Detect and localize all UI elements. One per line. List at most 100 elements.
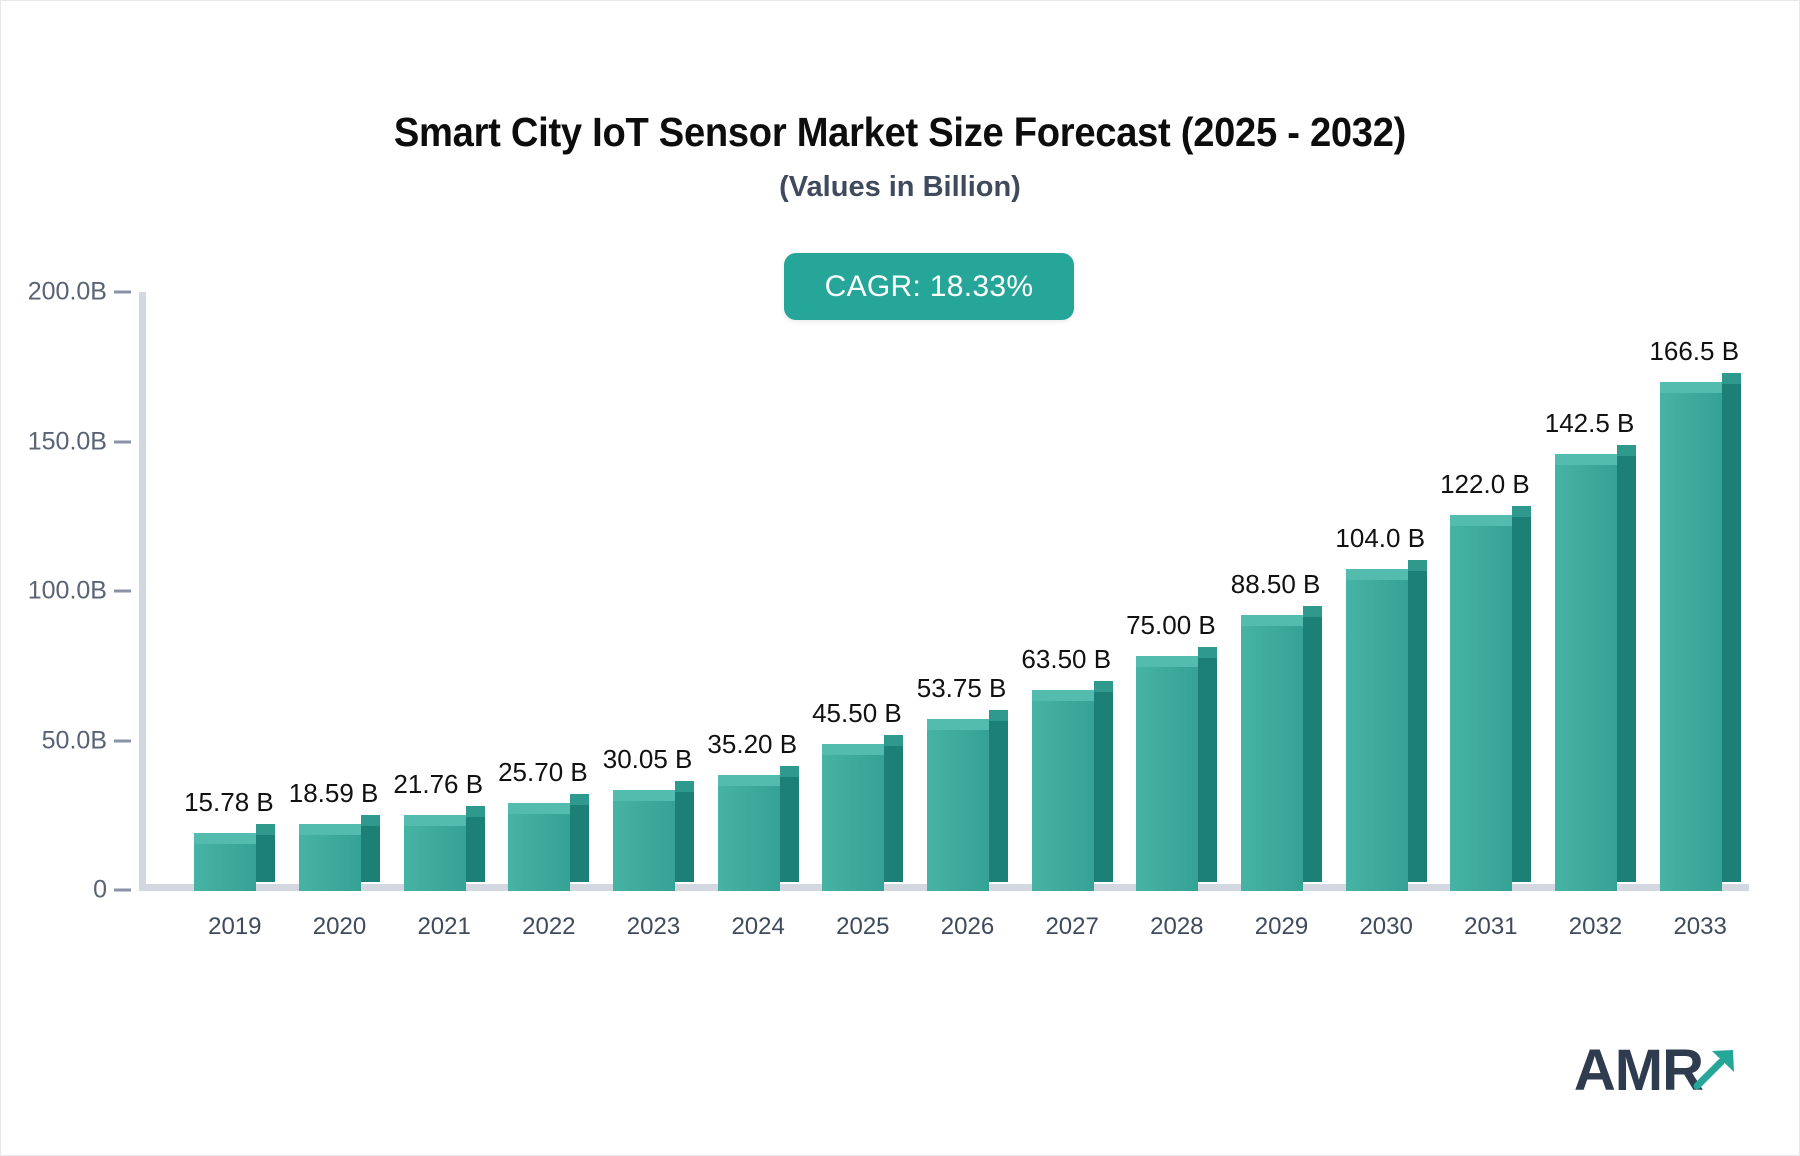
bar-top-face (1136, 655, 1199, 667)
x-axis-tick-label: 2025 (836, 913, 890, 940)
bar[interactable]: 63.50 B (1021, 644, 1113, 891)
bar-top-face (927, 719, 989, 731)
cagr-badge: CAGR: 18.33% (784, 253, 1074, 320)
bar-side-face (884, 745, 904, 882)
bar-top-side-face (570, 794, 590, 806)
y-axis-tick-label: 150.0B (27, 427, 107, 455)
bar[interactable]: 75.00 B (1126, 610, 1218, 891)
bar-front-face (508, 814, 571, 891)
bar-top-side-face (1303, 606, 1322, 618)
bar-side-face (1512, 517, 1532, 882)
bar-front-face (1345, 580, 1408, 891)
bar-top-face (822, 743, 885, 755)
bar-front-face (1450, 526, 1513, 891)
y-axis-tick (114, 290, 131, 294)
bar-value-label: 30.05 B (602, 744, 693, 775)
x-axis-tick-label: 2031 (1464, 913, 1518, 940)
bar-top-side-face (361, 815, 380, 827)
bar-top-face (1345, 569, 1408, 581)
bar-value-label: 122.0 B (1440, 469, 1530, 500)
bar[interactable]: 122.0 B (1440, 469, 1532, 891)
x-axis-tick-label: 2020 (312, 913, 367, 940)
bar-side-face (361, 826, 380, 882)
y-axis-tick-label: 0 (93, 875, 107, 904)
bar-side-face (256, 834, 276, 882)
bar-top-face (1241, 615, 1303, 627)
bar-top-face (508, 803, 571, 815)
bar[interactable]: 88.50 B (1231, 569, 1322, 891)
y-axis-line (139, 292, 146, 890)
bar-top-side-face (1512, 506, 1532, 518)
bar-front-face (613, 801, 675, 891)
bar-value-label: 35.20 B (707, 728, 798, 759)
bar[interactable]: 142.5 B (1545, 408, 1636, 891)
bar-top-side-face (1093, 681, 1113, 693)
bar-top-face (194, 832, 257, 844)
bar-front-face (194, 843, 257, 891)
x-axis-tick-label: 2028 (1150, 913, 1204, 940)
bar-value-label: 25.70 B (498, 757, 588, 788)
bar-top-side-face (779, 765, 799, 777)
y-axis-tick (114, 440, 131, 443)
bar-side-face (989, 721, 1008, 882)
y-axis-tick-label: 100.0B (27, 576, 107, 605)
x-axis-tick-label: 2021 (417, 913, 471, 940)
bar-front-face (822, 754, 885, 891)
bar-top-side-face (1617, 444, 1636, 456)
x-axis-tick-label: 2019 (208, 913, 262, 940)
bar[interactable]: 166.5 B (1649, 336, 1741, 891)
page-title: Smart City IoT Sensor Market Size Foreca… (393, 109, 1407, 155)
bar-front-face (1031, 701, 1094, 891)
x-axis-tick-label: 2029 (1254, 913, 1309, 940)
bar-side-face (1617, 455, 1636, 882)
bar[interactable]: 25.70 B (498, 757, 590, 891)
bar-value-label: 45.50 B (812, 697, 902, 728)
y-axis-tick-label: 200.0B (27, 277, 107, 306)
bar-front-face (1136, 666, 1199, 891)
x-axis-tick-label: 2030 (1359, 913, 1413, 940)
bar-top-side-face (256, 823, 276, 835)
bar[interactable]: 35.20 B (707, 729, 799, 891)
bar[interactable]: 18.59 B (289, 778, 380, 891)
bar-value-label: 63.50 B (1021, 644, 1112, 675)
bar-top-side-face (884, 734, 904, 746)
bar-side-face (675, 792, 694, 882)
bar-top-face (1031, 690, 1094, 702)
page-subtitle: (Values in Billion) (779, 171, 1021, 203)
bar-top-side-face (675, 781, 694, 793)
bar-front-face (1555, 464, 1617, 891)
bar-value-label: 21.76 B (393, 768, 484, 799)
x-axis-tick-label: 2026 (940, 913, 995, 940)
bar-top-face (1555, 453, 1617, 465)
bar-front-face (1659, 393, 1722, 891)
bar-side-face (1198, 657, 1218, 882)
bar-side-face (1721, 384, 1741, 882)
y-axis-tick (114, 589, 131, 593)
bar-side-face (779, 776, 799, 882)
bar-top-face (613, 790, 675, 802)
bar-front-face (1241, 626, 1303, 891)
bar[interactable]: 21.76 B (393, 769, 485, 891)
bar-value-label: 166.5 B (1649, 336, 1740, 367)
bar[interactable]: 104.0 B (1335, 523, 1427, 891)
bar-top-face (1450, 515, 1513, 527)
bar-top-side-face (1721, 373, 1741, 385)
cagr-badge-label: CAGR: 18.33% (824, 269, 1034, 303)
bar-top-face (717, 774, 780, 786)
x-axis-tick-label: 2032 (1568, 913, 1623, 940)
bar[interactable]: 30.05 B (603, 744, 694, 891)
x-axis-tick-label: 2022 (522, 913, 576, 940)
y-axis-tick (114, 888, 131, 892)
bar-front-face (927, 730, 989, 891)
bar-front-face (403, 825, 466, 891)
x-axis-tick-label: 2033 (1673, 913, 1727, 940)
bar-side-face (570, 805, 590, 882)
bar-top-side-face (1198, 646, 1218, 658)
bar-value-label: 142.5 B (1544, 407, 1635, 438)
bar[interactable]: 45.50 B (812, 698, 904, 891)
bar[interactable]: 53.75 B (917, 673, 1008, 891)
bar-value-label: 53.75 B (916, 673, 1007, 704)
bar[interactable]: 15.78 B (184, 787, 276, 891)
amr-logo: AMR (1574, 1042, 1739, 1100)
